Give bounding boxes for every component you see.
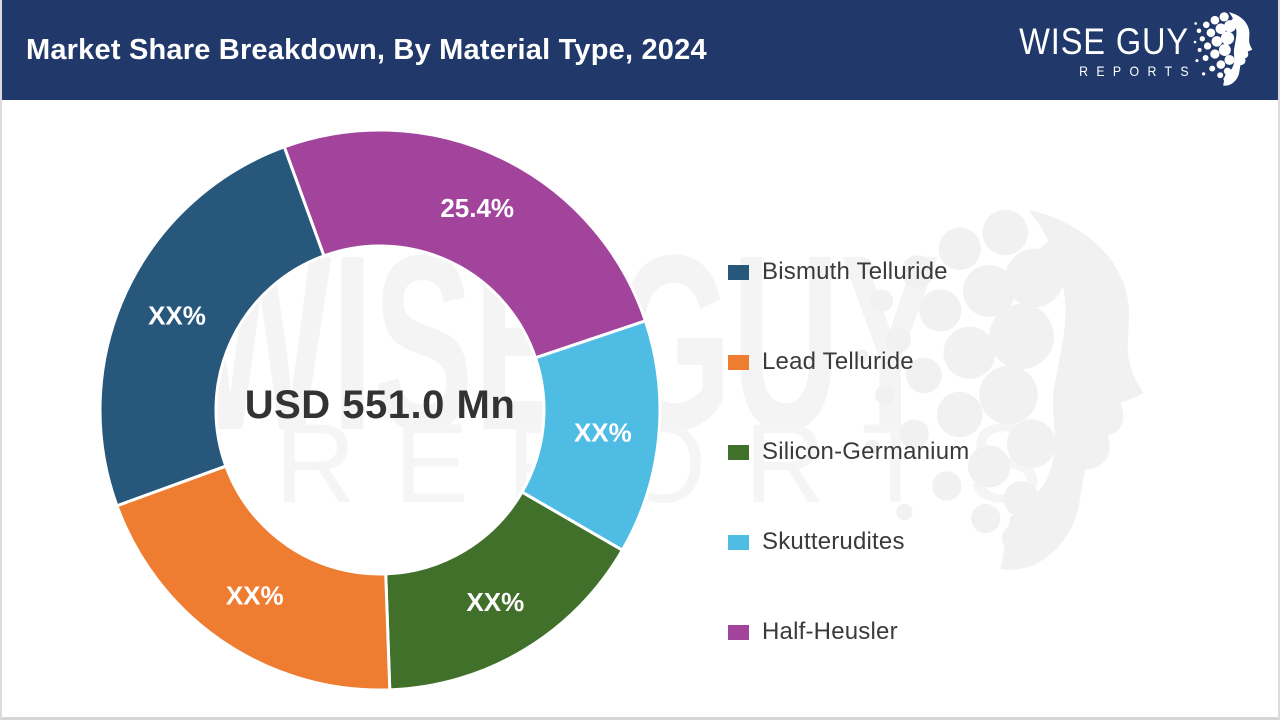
segment-bismuth-telluride	[98, 145, 326, 508]
legend-label: Skutterudites	[762, 528, 905, 555]
legend-swatch	[728, 354, 749, 370]
brand-face-icon	[1193, 12, 1253, 86]
segment-value-bismuth-telluride: XX%	[148, 300, 206, 330]
segment-value-half-heusler: 25.4%	[440, 193, 514, 223]
legend-item-half-heusler: Half-Heusler	[728, 590, 969, 674]
donut-chart: 25.4% XX% XX% XX% XX%	[98, 128, 662, 692]
legend-label: Half-Heusler	[762, 618, 898, 645]
legend-swatch	[728, 264, 749, 280]
segment-silicon-germanium	[384, 490, 624, 692]
legend-item-silicon-germanium: Silicon-Germanium	[728, 410, 969, 494]
legend-item-skutterudites: Skutterudites	[728, 500, 969, 584]
header-bar: Market Share Breakdown, By Material Type…	[0, 0, 1280, 100]
brand-name: WISE GUY	[1019, 20, 1189, 62]
legend-swatch	[728, 534, 749, 550]
legend-item-lead-telluride: Lead Telluride	[728, 320, 969, 404]
brand-logo: WISE GUY REPORTS	[996, 10, 1254, 90]
segment-value-skutterudites: XX%	[574, 417, 632, 447]
legend-swatch	[728, 624, 749, 640]
page-title: Market Share Breakdown, By Material Type…	[26, 33, 707, 66]
legend-label: Lead Telluride	[762, 348, 914, 375]
segment-value-lead-telluride: XX%	[226, 581, 284, 611]
segment-value-silicon-germanium: XX%	[466, 587, 524, 617]
chart-legend: Bismuth Telluride Lead Telluride Silicon-G…	[728, 230, 969, 680]
legend-label: Silicon-Germanium	[762, 438, 970, 465]
brand-subname: REPORTS	[1079, 62, 1197, 79]
chart-center-value: USD 551.0 Mn	[244, 383, 516, 427]
segment-lead-telluride	[115, 464, 392, 692]
legend-swatch	[728, 444, 749, 460]
legend-item-bismuth-telluride: Bismuth Telluride	[728, 230, 969, 314]
legend-label: Bismuth Telluride	[762, 258, 948, 285]
brand-logo-text: WISE GUY REPORTS	[1019, 23, 1189, 78]
segment-half-heusler	[282, 128, 647, 360]
